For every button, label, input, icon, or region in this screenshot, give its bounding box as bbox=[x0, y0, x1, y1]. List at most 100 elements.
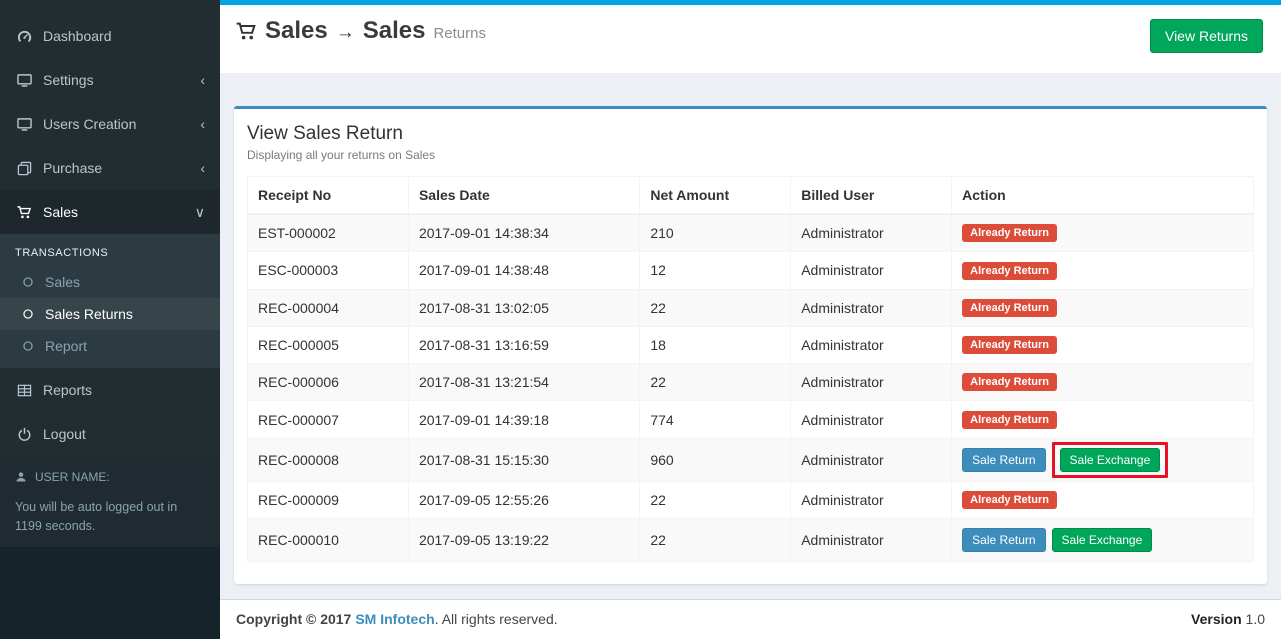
cell-billed-user: Administrator bbox=[790, 480, 953, 520]
column-header-receipt-no: Receipt No bbox=[247, 176, 409, 215]
table-row: EST-000002 2017-09-01 14:38:34 210 Admin… bbox=[247, 213, 1254, 253]
copyright-prefix: Copyright © 2017 bbox=[236, 611, 352, 627]
sidebar-subitem-report[interactable]: Report bbox=[0, 330, 220, 362]
table-row: REC-000007 2017-09-01 14:39:18 774 Admin… bbox=[247, 400, 1254, 439]
cell-sales-date: 2017-09-01 14:38:48 bbox=[407, 251, 641, 290]
page-subtitle-suffix: Returns bbox=[433, 25, 486, 42]
version-value: 1.0 bbox=[1245, 611, 1265, 627]
already-return-badge: Already Return bbox=[962, 298, 1058, 317]
sidebar-subitem-label: Sales Returns bbox=[45, 306, 133, 322]
cell-net-amount: 22 bbox=[639, 288, 792, 327]
sidebar-item-settings[interactable]: Settings ‹ bbox=[0, 58, 220, 102]
user-icon bbox=[15, 471, 27, 483]
already-return-badge: Already Return bbox=[962, 336, 1058, 355]
sale-return-button[interactable]: Sale Return bbox=[962, 447, 1046, 472]
sidebar-item-dashboard[interactable]: Dashboard bbox=[0, 14, 220, 58]
panel-title: View Sales Return bbox=[247, 123, 403, 144]
cell-net-amount: 960 bbox=[639, 437, 792, 482]
already-return-badge: Already Return bbox=[962, 224, 1058, 243]
view-returns-button[interactable]: View Returns bbox=[1149, 19, 1263, 53]
cell-receipt-no: REC-000006 bbox=[247, 363, 409, 402]
cell-billed-user: Administrator bbox=[790, 363, 953, 402]
table-row: REC-000009 2017-09-05 12:55:26 22 Admini… bbox=[247, 480, 1254, 520]
cell-action: Already Return bbox=[951, 400, 1254, 439]
circle-icon bbox=[22, 340, 36, 352]
cell-action: Already Return bbox=[951, 213, 1254, 253]
chevron-left-icon: ‹ bbox=[200, 72, 205, 88]
sidebar-item-label: Reports bbox=[43, 382, 93, 398]
sidebar-menu: Dashboard Settings ‹ Users Creation ‹ bbox=[0, 0, 220, 456]
table-body: EST-000002 2017-09-01 14:38:34 210 Admin… bbox=[247, 213, 1254, 563]
sidebar-item-purchase[interactable]: Purchase ‹ bbox=[0, 146, 220, 190]
cart-icon bbox=[236, 21, 257, 42]
transactions-section-header: TRANSACTIONS bbox=[15, 247, 109, 259]
cell-receipt-no: ESC-000003 bbox=[247, 251, 409, 290]
cart-icon bbox=[15, 205, 33, 220]
sale-return-button[interactable]: Sale Return bbox=[962, 528, 1046, 553]
already-return-badge: Already Return bbox=[962, 373, 1058, 392]
sales-submenu: TRANSACTIONS Sales Sales Returns bbox=[0, 234, 220, 368]
cell-net-amount: 22 bbox=[639, 518, 792, 563]
sidebar: Dashboard Settings ‹ Users Creation ‹ bbox=[0, 0, 220, 639]
cell-sales-date: 2017-08-31 13:02:05 bbox=[407, 288, 641, 327]
version-label: Version bbox=[1191, 611, 1242, 627]
version-text: Version 1.0 bbox=[1191, 611, 1265, 627]
page-footer: Copyright © 2017 SM Infotech. All rights … bbox=[220, 599, 1281, 639]
sidebar-subitem-sales-returns[interactable]: Sales Returns bbox=[0, 298, 220, 330]
annotation-highlight-box: Sale Exchange bbox=[1051, 441, 1169, 478]
table-row: REC-000010 2017-09-05 13:19:22 22 Admini… bbox=[247, 518, 1254, 563]
circle-icon bbox=[22, 276, 36, 288]
sidebar-item-label: Logout bbox=[43, 426, 86, 442]
cell-sales-date: 2017-08-31 13:21:54 bbox=[407, 363, 641, 402]
breadcrumb: Sales → Sales Returns bbox=[236, 17, 486, 45]
sidebar-item-sales[interactable]: Sales ∨ bbox=[0, 190, 220, 234]
table-row: REC-000005 2017-08-31 13:16:59 18 Admini… bbox=[247, 325, 1254, 365]
user-name-label: USER NAME: bbox=[35, 470, 110, 484]
cell-billed-user: Administrator bbox=[790, 437, 953, 482]
cell-receipt-no: REC-000010 bbox=[247, 518, 409, 563]
sidebar-subitem-label: Sales bbox=[45, 274, 81, 290]
cell-billed-user: Administrator bbox=[790, 325, 953, 365]
sales-returns-table: Receipt No Sales Date Net Amount Billed … bbox=[247, 176, 1254, 563]
arrow-right-icon: → bbox=[335, 22, 355, 43]
sidebar-item-logout[interactable]: Logout bbox=[0, 412, 220, 456]
copy-icon bbox=[15, 161, 33, 176]
sidebar-item-label: Purchase bbox=[43, 160, 103, 176]
power-icon bbox=[15, 427, 33, 442]
sidebar-item-label: Settings bbox=[43, 72, 94, 88]
cell-sales-date: 2017-09-01 14:38:34 bbox=[407, 213, 641, 253]
copyright-text: Copyright © 2017 SM Infotech. All rights … bbox=[236, 611, 558, 627]
cell-receipt-no: REC-000007 bbox=[247, 400, 409, 439]
top-accent-line bbox=[220, 0, 1281, 5]
desktop-icon bbox=[15, 73, 33, 88]
sales-return-panel: View Sales Return Displaying all your re… bbox=[234, 106, 1267, 585]
cell-action: Sale Return Sale Exchange bbox=[951, 437, 1254, 482]
cell-receipt-no: EST-000002 bbox=[247, 213, 409, 253]
panel-subtitle: Displaying all your returns on Sales bbox=[247, 148, 436, 162]
cell-billed-user: Administrator bbox=[790, 288, 953, 327]
table-row: REC-000004 2017-08-31 13:02:05 22 Admini… bbox=[247, 288, 1254, 327]
sidebar-item-label: Dashboard bbox=[43, 28, 112, 44]
cell-net-amount: 210 bbox=[639, 213, 792, 253]
column-header-net-amount: Net Amount bbox=[639, 176, 792, 215]
cell-action: Sale Return Sale Exchange bbox=[951, 518, 1254, 563]
sidebar-item-label: Users Creation bbox=[43, 116, 137, 132]
cell-net-amount: 12 bbox=[639, 251, 792, 290]
grid-icon bbox=[15, 383, 33, 398]
cell-billed-user: Administrator bbox=[790, 251, 953, 290]
sale-exchange-button[interactable]: Sale Exchange bbox=[1059, 447, 1161, 472]
company-link[interactable]: SM Infotech bbox=[355, 611, 435, 627]
cell-receipt-no: REC-000009 bbox=[247, 480, 409, 520]
sidebar-item-users-creation[interactable]: Users Creation ‹ bbox=[0, 102, 220, 146]
cell-action: Already Return bbox=[951, 251, 1254, 290]
sale-exchange-button[interactable]: Sale Exchange bbox=[1051, 528, 1153, 553]
sidebar-subitem-sales[interactable]: Sales bbox=[0, 266, 220, 298]
sidebar-item-reports[interactable]: Reports bbox=[0, 368, 220, 412]
column-header-action: Action bbox=[951, 176, 1254, 215]
cell-billed-user: Administrator bbox=[790, 400, 953, 439]
already-return-badge: Already Return bbox=[962, 410, 1058, 429]
page-subtitle: Sales bbox=[362, 17, 426, 44]
sidebar-item-label: Sales bbox=[43, 204, 79, 220]
sidebar-filler bbox=[0, 546, 220, 639]
